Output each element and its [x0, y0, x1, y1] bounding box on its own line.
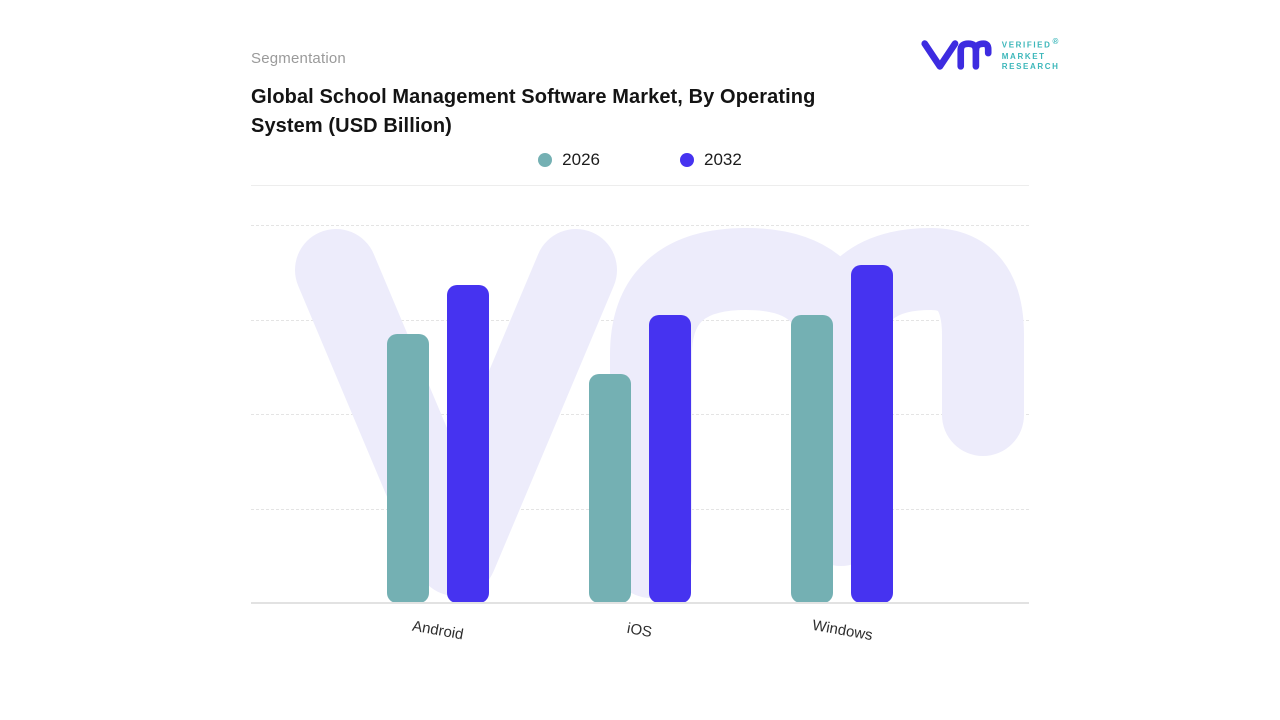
- logo-line-market: MARKET: [1001, 51, 1046, 61]
- logo-line-research: RESEARCH: [1001, 62, 1060, 72]
- gridline: [251, 225, 1029, 226]
- logo-line-verified: VERIFIED: [1001, 41, 1052, 51]
- legend-item-2032: 2032: [680, 150, 742, 170]
- legend-dot-2026: [538, 153, 553, 167]
- plot-area: [251, 225, 1029, 604]
- xlabel-windows: Windows: [810, 616, 874, 645]
- registered-mark: ®: [1052, 37, 1060, 47]
- bar-2032-android: [447, 285, 489, 603]
- legend-item-2026: 2026: [538, 150, 600, 170]
- legend-label-2026: 2026: [562, 150, 600, 169]
- vmr-logo: VERIFIED® MARKET RESEARCH: [920, 36, 1060, 74]
- x-axis-line: [251, 602, 1029, 604]
- bar-2026-windows: [791, 315, 833, 603]
- bar-2032-ios: [649, 315, 691, 603]
- xlabel-ios: iOS: [626, 619, 654, 642]
- bar-2032-windows: [851, 265, 893, 603]
- vmr-logomark-icon: [920, 36, 992, 74]
- header-divider: [251, 185, 1029, 186]
- legend-dot-2032: [680, 153, 694, 167]
- xlabel-android: Android: [411, 617, 465, 644]
- legend-label-2032: 2032: [704, 150, 742, 169]
- bar-2026-ios: [589, 374, 631, 603]
- bar-groups: [251, 225, 1029, 603]
- bar-group-android: [387, 285, 489, 603]
- chart-title: Global School Management Software Market…: [251, 86, 816, 137]
- segmentation-eyebrow: Segmentation: [251, 50, 346, 67]
- vmr-logo-text: VERIFIED® MARKET RESEARCH: [1002, 37, 1060, 72]
- x-axis-labels: Android iOS Windows: [251, 617, 1029, 644]
- bar-2026-android: [387, 334, 429, 603]
- bar-group-ios: [589, 315, 691, 603]
- chart-legend: 2026 2032: [251, 150, 1029, 170]
- bar-group-windows: [791, 265, 893, 603]
